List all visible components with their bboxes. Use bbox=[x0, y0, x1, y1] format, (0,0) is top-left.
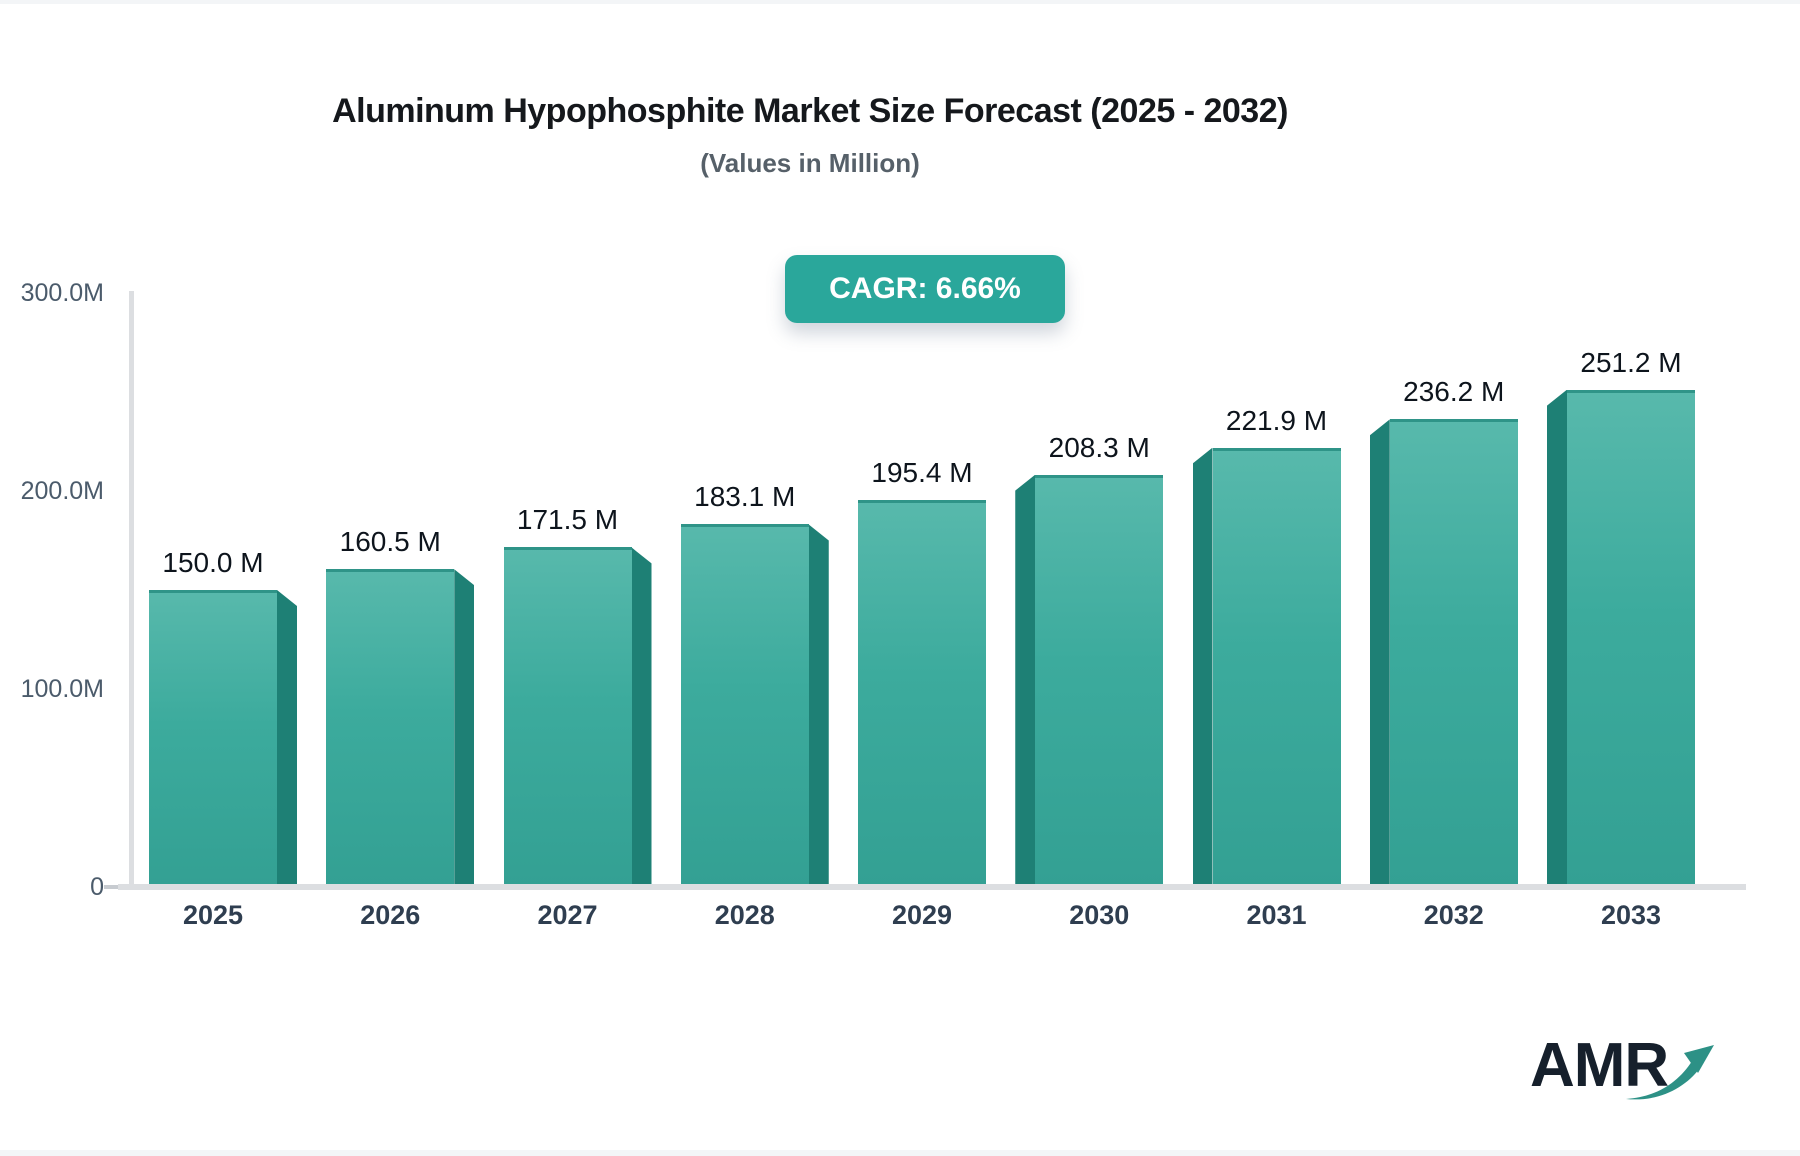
y-axis-tick-label: 100.0M bbox=[20, 675, 104, 703]
chart-subtitle: (Values in Million) bbox=[700, 148, 920, 178]
bar-side-face bbox=[808, 524, 829, 888]
y-axis-tick-label: 200.0M bbox=[20, 477, 104, 505]
y-axis-line bbox=[129, 291, 134, 888]
bar-value-label: 221.9 M bbox=[1225, 404, 1328, 436]
x-axis-label: 2032 bbox=[1423, 900, 1484, 930]
x-axis-label: 2028 bbox=[714, 900, 775, 930]
bar-value-label: 171.5 M bbox=[516, 504, 619, 536]
bar-2032 bbox=[1389, 419, 1518, 888]
bar-2027 bbox=[503, 547, 632, 888]
bar-value-label: 208.3 M bbox=[1048, 431, 1150, 463]
x-axis-label: 2033 bbox=[1600, 900, 1662, 930]
bar-value-label: 160.5 M bbox=[339, 526, 441, 558]
bar-2029 bbox=[858, 500, 986, 888]
y-axis-tick-label: 0 bbox=[90, 873, 104, 901]
cagr-badge: CAGR: 6.66% bbox=[785, 255, 1065, 323]
bar-side-face bbox=[454, 569, 475, 888]
x-axis-label: 2027 bbox=[537, 900, 598, 930]
bottom-border-strip bbox=[0, 1150, 1800, 1156]
bar-side-face bbox=[1547, 389, 1567, 888]
bar-side-face bbox=[1015, 474, 1036, 888]
top-border-strip bbox=[0, 0, 1800, 4]
bar-value-label: 150.0 M bbox=[162, 547, 264, 578]
x-axis-line bbox=[118, 884, 1746, 890]
bar-side-face bbox=[1369, 419, 1390, 888]
bar-value-label: 183.1 M bbox=[694, 481, 796, 513]
y-axis-tick-label: 300.0M bbox=[20, 279, 104, 307]
x-axis-label: 2026 bbox=[360, 900, 421, 930]
growth-arrow-icon bbox=[1626, 1045, 1714, 1100]
bar-side-face bbox=[631, 547, 652, 888]
bar-2028 bbox=[680, 524, 809, 888]
zero-tick-mark bbox=[104, 885, 119, 889]
bar-value-label: 236.2 M bbox=[1403, 376, 1505, 408]
amr-logo: AMR bbox=[1530, 1035, 1730, 1115]
bar-side-face bbox=[1192, 447, 1213, 888]
bar-value-label: 251.2 M bbox=[1580, 346, 1682, 378]
x-axis-label: 2025 bbox=[182, 900, 244, 930]
bar-2033 bbox=[1567, 389, 1695, 888]
x-axis-label: 2029 bbox=[891, 900, 953, 930]
x-axis-label: 2030 bbox=[1069, 900, 1130, 930]
chart-title: Aluminum Hypophosphite Market Size Forec… bbox=[332, 92, 1288, 130]
bar-side-face bbox=[277, 590, 297, 888]
amr-logo-text: AMR bbox=[1530, 1031, 1669, 1100]
bar-value-label: 195.4 M bbox=[871, 457, 973, 489]
bar-2030 bbox=[1035, 474, 1164, 888]
bar-2031 bbox=[1212, 447, 1341, 888]
bar-2025 bbox=[149, 590, 277, 888]
x-axis-label: 2031 bbox=[1246, 900, 1307, 930]
bar-2026 bbox=[326, 569, 455, 888]
